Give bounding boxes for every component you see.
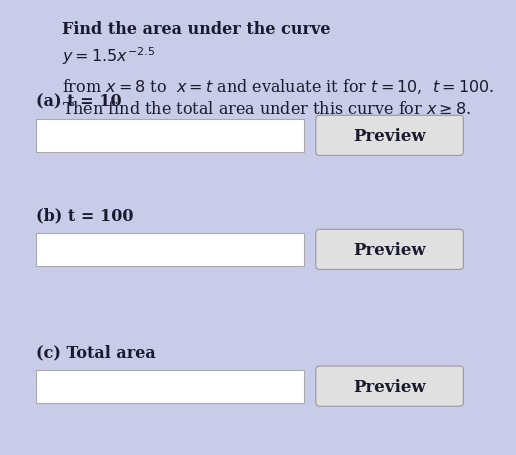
Text: (c) Total area: (c) Total area (36, 344, 156, 360)
FancyBboxPatch shape (316, 116, 463, 156)
FancyBboxPatch shape (316, 366, 463, 406)
FancyBboxPatch shape (36, 233, 304, 266)
FancyBboxPatch shape (316, 230, 463, 270)
Text: $y = 1.5x^{-2.5}$: $y = 1.5x^{-2.5}$ (62, 46, 155, 67)
Text: (b) t = 100: (b) t = 100 (36, 207, 134, 224)
Text: Preview: Preview (353, 378, 426, 395)
Text: Preview: Preview (353, 127, 426, 145)
Text: Find the area under the curve: Find the area under the curve (62, 20, 330, 37)
FancyBboxPatch shape (36, 120, 304, 152)
Text: Preview: Preview (353, 241, 426, 258)
Text: from $x = 8$ to  $x = t$ and evaluate it for $t = 10$,  $t = 100$.: from $x = 8$ to $x = t$ and evaluate it … (62, 77, 494, 96)
Text: Then find the total area under this curve for $x \geq 8$.: Then find the total area under this curv… (62, 101, 471, 118)
Text: (a) t = 10: (a) t = 10 (36, 93, 122, 110)
FancyBboxPatch shape (36, 370, 304, 403)
